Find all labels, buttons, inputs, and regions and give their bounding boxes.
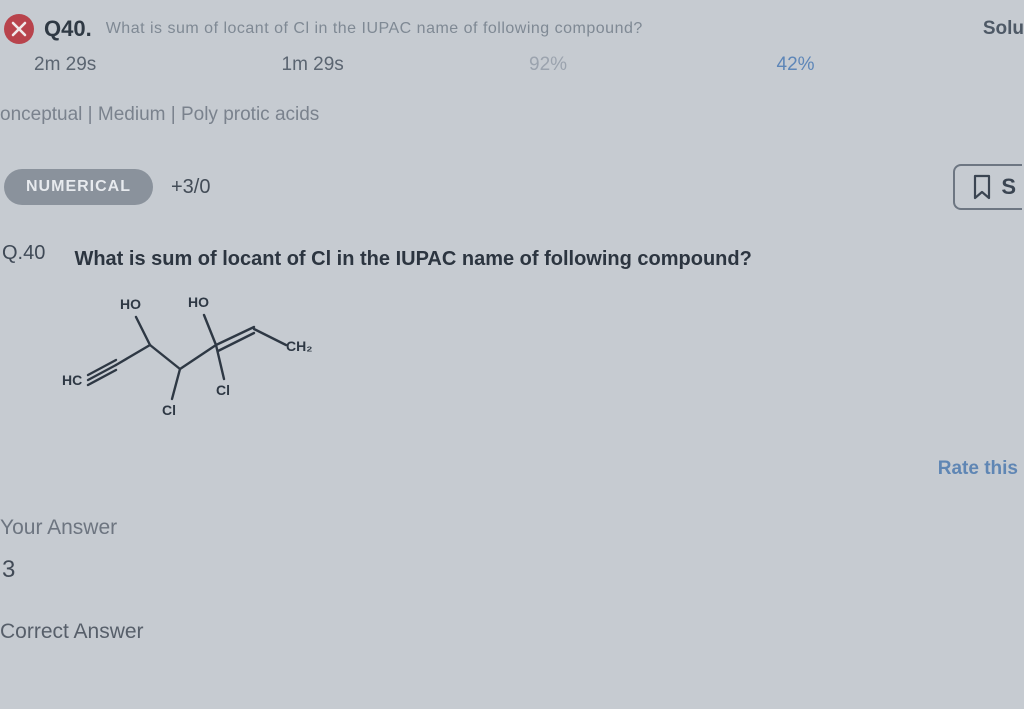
question-number: Q.40 xyxy=(2,240,70,265)
wrong-icon xyxy=(4,14,34,44)
stats-row: 2m 29s 1m 29s 92% 42% xyxy=(0,52,1024,104)
stat-your-time: 2m 29s xyxy=(34,54,282,76)
your-answer-label: Your Answer xyxy=(0,480,1024,550)
mol-label-ho2: HO xyxy=(188,294,209,310)
correct-answer-label: Correct Answer xyxy=(0,584,1024,654)
question-block: Q.40 What is sum of locant of Cl in the … xyxy=(0,240,1024,271)
solution-link[interactable]: Solu xyxy=(983,18,1024,40)
question-preview-text: What is sum of locant of Cl in the IUPAC… xyxy=(106,20,983,38)
breadcrumb: onceptual | Medium | Poly protic acids xyxy=(0,104,1024,164)
mol-label-ho1: HO xyxy=(120,296,141,312)
meta-row: NUMERICAL +3/0 S xyxy=(0,164,1024,240)
mol-label-cl1: Cl xyxy=(162,402,176,418)
question-header-row: Q40. What is sum of locant of Cl in the … xyxy=(0,14,1024,52)
mol-label-ch2: CH₂ xyxy=(286,338,312,354)
stat-pct2: 42% xyxy=(777,54,1024,76)
question-text: What is sum of locant of Cl in the IUPAC… xyxy=(74,240,751,271)
molecule-structure: HC HO HO CH₂ Cl Cl xyxy=(58,283,1024,428)
your-answer-value: 3 xyxy=(0,550,1024,584)
stat-avg-time: 1m 29s xyxy=(282,54,530,76)
marks-label: +3/0 xyxy=(171,176,210,199)
bookmark-icon xyxy=(971,174,993,200)
mol-label-cl2: Cl xyxy=(216,382,230,398)
mol-label-hc: HC xyxy=(62,372,82,388)
bookmark-letter: S xyxy=(1001,174,1016,200)
bookmark-button[interactable]: S xyxy=(953,164,1022,210)
stat-pct1: 92% xyxy=(529,54,777,76)
rate-this-link[interactable]: Rate this xyxy=(0,428,1024,480)
question-number-label: Q40. xyxy=(44,16,92,42)
question-type-pill: NUMERICAL xyxy=(4,169,153,205)
